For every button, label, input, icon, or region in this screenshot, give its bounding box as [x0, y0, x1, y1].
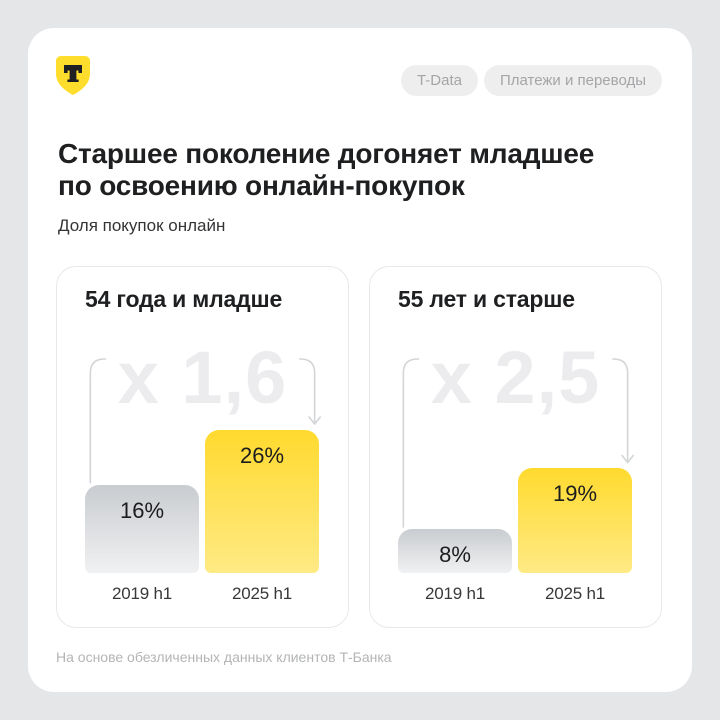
bar-value-label: 19% [552, 481, 598, 506]
axis-label-2019: 2019 h1 [424, 584, 486, 603]
t-bank-logo-icon [56, 56, 90, 95]
page-title: Старшее поколение догоняет младшее по ос… [58, 138, 595, 201]
bar-2025: 26% [205, 430, 319, 573]
charts-row: 54 года и младше x 1,6 16% 26% 2019 h1 [56, 266, 662, 628]
data-source-footnote: На основе обезличенных данных клиентов Т… [56, 649, 392, 665]
infographic-card: T-Data Платежи и переводы Старшее поколе… [28, 28, 692, 692]
bar-value-label: 26% [239, 443, 285, 468]
bar-2019: 8% [398, 529, 512, 573]
page-subtitle: Доля покупок онлайн [58, 216, 226, 235]
x-axis: 2019 h1 2025 h1 [85, 584, 319, 604]
bar-value-label: 8% [439, 542, 471, 567]
bar-2019: 16% [85, 485, 199, 573]
bars-group: 8% 19% [398, 468, 632, 573]
bar-value-label: 16% [119, 498, 165, 523]
header: T-Data Платежи и переводы [56, 56, 662, 96]
badge-payments[interactable]: Платежи и переводы [483, 65, 662, 96]
chart-title: 55 лет и старше [398, 286, 575, 312]
growth-multiplier-watermark: x 1,6 [105, 341, 300, 415]
bar-2025: 19% [518, 468, 632, 573]
chart-card-older: 55 лет и старше x 2,5 8% 19% 2019 h1 [369, 266, 662, 628]
x-axis: 2019 h1 2025 h1 [398, 584, 632, 604]
growth-multiplier-watermark: x 2,5 [418, 341, 613, 415]
axis-label-2025: 2025 h1 [544, 584, 606, 603]
chart-card-younger: 54 года и младше x 1,6 16% 26% 2019 h1 [56, 266, 349, 628]
growth-arrow-icon [402, 358, 635, 528]
bars-group: 16% 26% [85, 430, 319, 573]
axis-label-2025: 2025 h1 [231, 584, 293, 603]
axis-label-2019: 2019 h1 [111, 584, 173, 603]
badge-t-data[interactable]: T-Data [400, 65, 478, 96]
badges-group: T-Data Платежи и переводы [400, 65, 662, 96]
chart-title: 54 года и младше [85, 286, 283, 312]
